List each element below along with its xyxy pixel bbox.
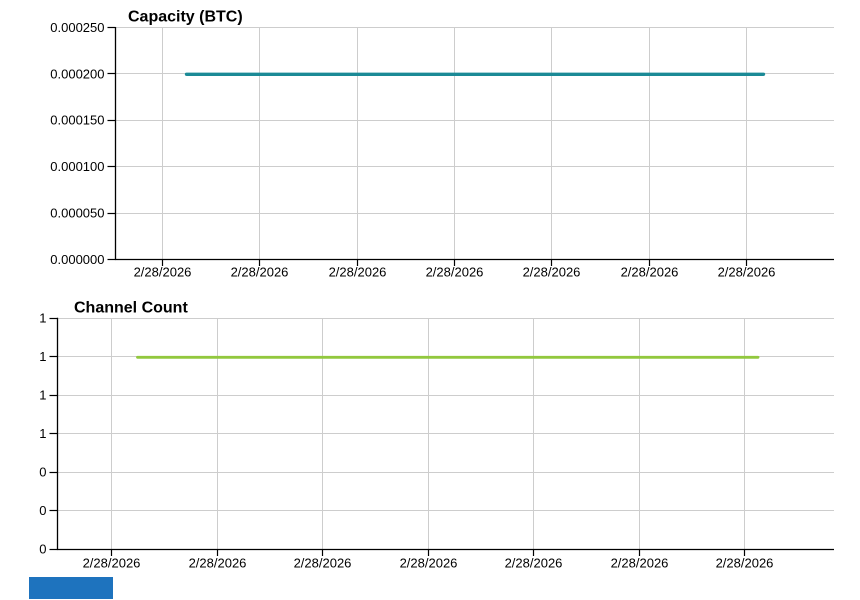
svg-text:2/28/2026: 2/28/2026	[718, 265, 776, 280]
svg-text:0.000000: 0.000000	[50, 252, 104, 267]
svg-text:0.000150: 0.000150	[50, 113, 104, 128]
svg-text:0.000050: 0.000050	[50, 206, 104, 221]
svg-text:2/28/2026: 2/28/2026	[134, 265, 192, 280]
svg-text:2/28/2026: 2/28/2026	[189, 556, 247, 571]
svg-text:2/28/2026: 2/28/2026	[621, 265, 679, 280]
svg-text:2/28/2026: 2/28/2026	[294, 556, 352, 571]
svg-text:0: 0	[39, 503, 46, 518]
svg-text:0: 0	[39, 465, 46, 480]
svg-text:1: 1	[39, 426, 46, 441]
svg-text:2/28/2026: 2/28/2026	[716, 556, 774, 571]
svg-text:2/28/2026: 2/28/2026	[523, 265, 581, 280]
svg-text:Channel Count: Channel Count	[74, 300, 188, 317]
svg-text:2/28/2026: 2/28/2026	[329, 265, 387, 280]
svg-text:Capacity (BTC): Capacity (BTC)	[128, 9, 243, 26]
svg-text:2/28/2026: 2/28/2026	[83, 556, 141, 571]
svg-text:0.000100: 0.000100	[50, 159, 104, 174]
svg-text:1: 1	[39, 311, 46, 326]
svg-text:2/28/2026: 2/28/2026	[231, 265, 289, 280]
svg-text:1: 1	[39, 349, 46, 364]
svg-text:2/28/2026: 2/28/2026	[505, 556, 563, 571]
svg-text:0.000250: 0.000250	[50, 20, 104, 35]
svg-text:0: 0	[39, 542, 46, 557]
svg-text:0.000200: 0.000200	[50, 66, 104, 81]
svg-text:2/28/2026: 2/28/2026	[400, 556, 458, 571]
svg-text:2/28/2026: 2/28/2026	[426, 265, 484, 280]
svg-text:2/28/2026: 2/28/2026	[611, 556, 669, 571]
svg-text:1: 1	[39, 388, 46, 403]
